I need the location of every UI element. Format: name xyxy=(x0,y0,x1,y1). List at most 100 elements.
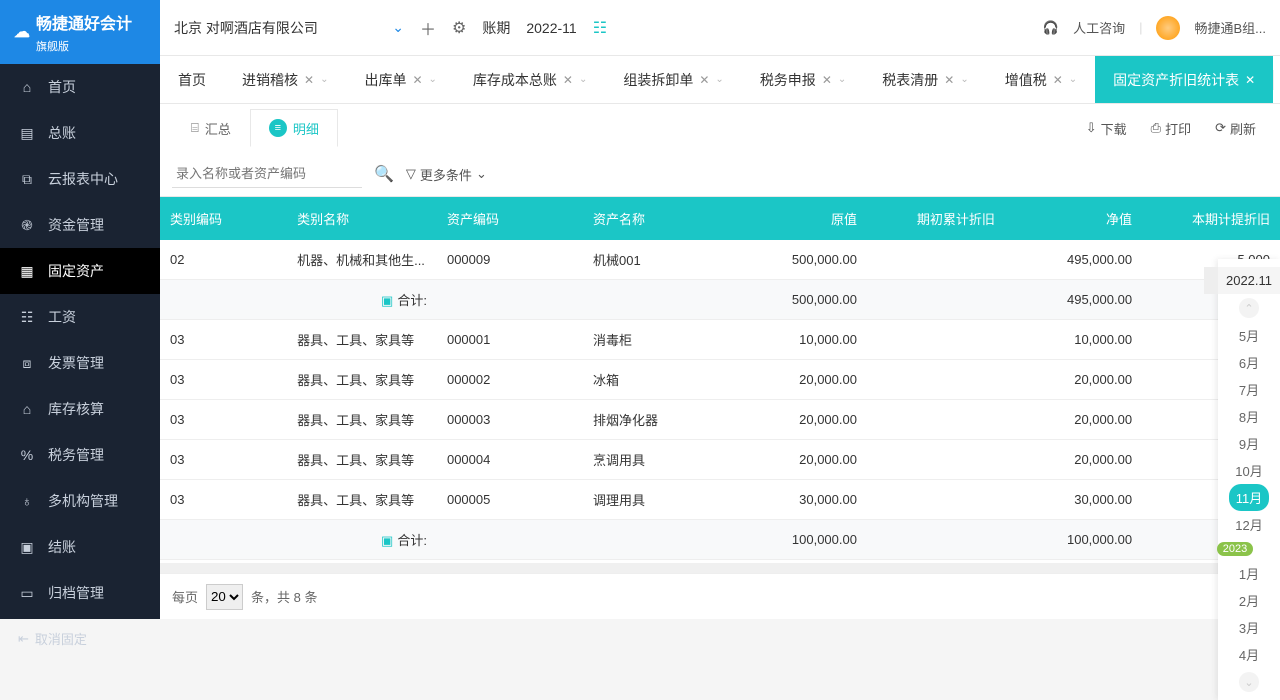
cell: 机械001 xyxy=(583,240,730,280)
close-icon[interactable]: ✕ xyxy=(1053,73,1063,87)
cell: 02 xyxy=(160,240,287,280)
sidebar-item-3[interactable]: ֎资金管理 xyxy=(0,202,160,248)
subtotal-row: ▣合计:100,000.00100,000.00 xyxy=(160,520,1280,560)
cell: 机器、机械和其他生... xyxy=(287,240,437,280)
month-option[interactable]: 7月 xyxy=(1229,376,1269,403)
sidebar-item-5[interactable]: ☷工资 xyxy=(0,294,160,340)
cell: 03 xyxy=(160,400,287,440)
sidebar-item-10[interactable]: ▣结账 xyxy=(0,524,160,570)
h-scrollbar[interactable] xyxy=(160,563,1280,573)
headset-icon: 🎧 xyxy=(1043,20,1059,36)
subnav-summary[interactable]: ⌸ 汇总 xyxy=(172,109,250,147)
year-header[interactable]: 2022.11 xyxy=(1218,267,1280,294)
print-button[interactable]: ⎙ 打印 xyxy=(1151,119,1191,138)
month-option[interactable]: 4月 xyxy=(1239,641,1259,668)
close-icon[interactable]: ✕ xyxy=(822,73,832,87)
sidebar-item-8[interactable]: %税务管理 xyxy=(0,432,160,478)
cell: 器具、工具、家具等 xyxy=(287,320,437,360)
month-option[interactable]: 12月 xyxy=(1229,511,1269,538)
cell: 器具、工具、家具等 xyxy=(287,400,437,440)
chevron-down-icon: ⌄ xyxy=(838,74,846,85)
sidebar-item-4[interactable]: ▦固定资产 xyxy=(0,248,160,294)
sidebar-item-label: 首页 xyxy=(48,77,76,97)
sidebar-item-0[interactable]: ⌂首页 xyxy=(0,64,160,110)
data-table: 类别编码类别名称资产编码资产名称原值期初累计折旧净值本期计提折旧 02机器、机械… xyxy=(160,197,1280,563)
year-badge: 2023 xyxy=(1217,542,1253,556)
add-icon[interactable]: ＋ xyxy=(420,16,436,40)
table-row[interactable]: 03器具、工具、家具等000004烹调用具20,000.0020,000.00 xyxy=(160,440,1280,480)
table-row[interactable]: 03器具、工具、家具等000002冰箱20,000.0020,000.00 xyxy=(160,360,1280,400)
calendar-icon[interactable]: ☷ xyxy=(593,18,607,38)
search-input[interactable] xyxy=(172,160,362,188)
tab-1[interactable]: 进销稽核 ✕⌄ xyxy=(224,56,346,103)
month-option[interactable]: 3月 xyxy=(1239,614,1259,641)
sidebar-item-label: 归档管理 xyxy=(48,583,104,603)
refresh-button[interactable]: ⟳ 刷新 xyxy=(1215,119,1256,138)
tab-6[interactable]: 税表清册 ✕⌄ xyxy=(864,56,986,103)
subnav-detail[interactable]: ≡ 明细 xyxy=(250,109,338,147)
avatar[interactable] xyxy=(1156,16,1180,40)
user-name[interactable]: 畅捷通B组... xyxy=(1194,18,1266,37)
close-icon[interactable]: ✕ xyxy=(699,73,709,87)
month-option[interactable]: 5月 xyxy=(1229,322,1269,349)
tab-2[interactable]: 出库单 ✕⌄ xyxy=(346,56,454,103)
month-option[interactable]: 10月 xyxy=(1229,457,1269,484)
download-button[interactable]: ⇩ 下载 xyxy=(1086,119,1127,138)
month-option[interactable]: 6月 xyxy=(1229,349,1269,376)
cell: 000004 xyxy=(437,440,583,480)
cell: 500,000.00 xyxy=(730,240,867,280)
month-option[interactable]: 2月 xyxy=(1239,587,1259,614)
table-row[interactable]: 02机器、机械和其他生...000009机械001500,000.00495,0… xyxy=(160,240,1280,280)
sidebar-item-2[interactable]: ⧉云报表中心 xyxy=(0,156,160,202)
cell: ▣合计: xyxy=(287,280,437,320)
cell: 20,000.00 xyxy=(730,440,867,480)
sidebar-footer-label: 取消固定 xyxy=(35,629,87,648)
close-icon[interactable]: ✕ xyxy=(944,73,954,87)
tab-7[interactable]: 增值税 ✕⌄ xyxy=(987,56,1095,103)
sidebar-item-6[interactable]: ⧈发票管理 xyxy=(0,340,160,386)
tab-8[interactable]: 固定资产折旧统计表 ✕ xyxy=(1095,56,1273,103)
filter-icon: ▽ xyxy=(406,166,416,182)
year-down[interactable]: ⌄ xyxy=(1239,672,1259,692)
print-icon: ⎙ xyxy=(1151,120,1161,136)
month-option[interactable]: 8月 xyxy=(1229,403,1269,430)
sidebar-item-label: 总账 xyxy=(48,123,76,143)
table-row[interactable]: 03器具、工具、家具等000005调理用具30,000.0030,000.00 xyxy=(160,480,1280,520)
tab-3[interactable]: 库存成本总账 ✕⌄ xyxy=(455,56,605,103)
consult-link[interactable]: 人工咨询 xyxy=(1073,18,1125,37)
tab-5[interactable]: 税务申报 ✕⌄ xyxy=(742,56,864,103)
close-icon[interactable]: ✕ xyxy=(304,73,314,87)
table-container: 类别编码类别名称资产编码资产名称原值期初累计折旧净值本期计提折旧 02机器、机械… xyxy=(160,196,1280,563)
col-header: 本期计提折旧 xyxy=(1142,197,1280,240)
sidebar-collapse[interactable]: ⇤ 取消固定 xyxy=(0,616,160,661)
month-option[interactable]: 1月 xyxy=(1239,560,1259,587)
month-option[interactable]: 9月 xyxy=(1229,430,1269,457)
close-icon[interactable]: ✕ xyxy=(412,73,422,87)
more-filter[interactable]: ▽ 更多条件 ⌄ xyxy=(406,165,487,184)
tab-4[interactable]: 组装拆卸单 ✕⌄ xyxy=(605,56,741,103)
table-row[interactable]: 03器具、工具、家具等000003排烟净化器20,000.0020,000.00 xyxy=(160,400,1280,440)
tabs-prev[interactable]: ◀ xyxy=(1273,70,1280,90)
close-icon[interactable]: ✕ xyxy=(563,73,573,87)
cloud-icon: ☁ xyxy=(14,22,30,42)
table-row[interactable]: 03器具、工具、家具等000001消毒柜10,000.0010,000.00 xyxy=(160,320,1280,360)
sidebar-item-label: 发票管理 xyxy=(48,353,104,373)
company-select[interactable]: 北京 对啊酒店有限公司 ⌄ xyxy=(174,18,404,38)
sidebar-item-11[interactable]: ▭归档管理 xyxy=(0,570,160,616)
close-icon[interactable]: ✕ xyxy=(1245,73,1255,87)
cell xyxy=(867,440,1005,480)
year-month-panel: 2022.11 ⌃ 5月6月7月8月9月10月11月12月 2023 1月2月3… xyxy=(1218,259,1280,700)
sidebar-item-1[interactable]: ▤总账 xyxy=(0,110,160,156)
sidebar-item-7[interactable]: ⌂库存核算 xyxy=(0,386,160,432)
search-icon[interactable]: 🔍 xyxy=(374,164,394,184)
year-up[interactable]: ⌃ xyxy=(1239,298,1259,318)
month-option[interactable]: 11月 xyxy=(1229,484,1269,511)
gear-icon[interactable]: ⚙ xyxy=(452,18,466,38)
sidebar-item-9[interactable]: ♁多机构管理 xyxy=(0,478,160,524)
period-value[interactable]: 2022-11 xyxy=(526,20,576,36)
sidebar-icon: ֎ xyxy=(18,216,36,235)
page-size-select[interactable]: 20 xyxy=(206,584,243,610)
tab-0[interactable]: 首页 xyxy=(160,56,224,103)
col-header: 期初累计折旧 xyxy=(867,197,1005,240)
cell xyxy=(437,520,583,560)
